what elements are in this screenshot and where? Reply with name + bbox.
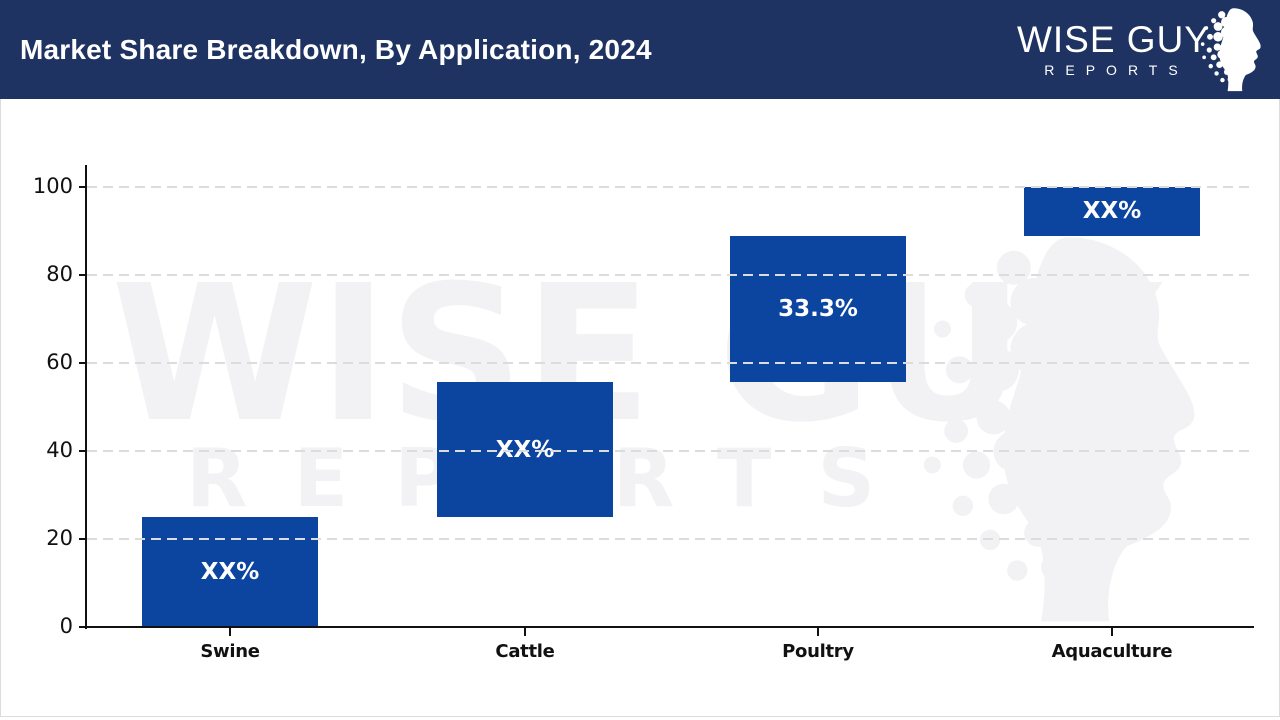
- y-tick: [79, 538, 87, 540]
- y-tick-label: 60: [46, 350, 73, 374]
- y-tick: [79, 274, 87, 276]
- x-tick-label: Poultry: [782, 641, 854, 662]
- y-tick: [79, 626, 87, 628]
- plot: XX% XX% 33.3% XX% 0 20 40 60 80 100 Swine Cattle Pou…: [1, 99, 1279, 716]
- x-tick: [817, 628, 819, 636]
- x-axis: [85, 626, 1254, 628]
- bar-value-label: XX%: [495, 436, 555, 463]
- gridline: [87, 186, 1254, 188]
- x-tick-label: Swine: [200, 641, 260, 662]
- y-axis: [85, 165, 87, 629]
- chart-area: WISE GUY REPORTS XX%XX%33.3%XX%020406080…: [0, 99, 1280, 717]
- x-tick-label: Cattle: [495, 641, 555, 662]
- gridline: [87, 450, 1254, 452]
- y-tick-label: 20: [46, 526, 73, 550]
- x-tick: [229, 628, 231, 636]
- x-tick-label: Aquaculture: [1051, 641, 1173, 662]
- bar: XX%: [142, 517, 318, 627]
- y-tick: [79, 186, 87, 188]
- y-tick-label: 0: [59, 614, 73, 638]
- logo-wordmark: WISE GUY: [1016, 19, 1210, 60]
- logo-wordmark-block: WISE GUY REPORTS: [1017, 21, 1210, 78]
- y-tick: [79, 362, 87, 364]
- bar: 33.3%: [730, 235, 906, 383]
- x-tick: [1111, 628, 1113, 636]
- x-tick: [524, 628, 526, 636]
- bar: XX%: [437, 382, 613, 517]
- header-bar: Market Share Breakdown, By Application, …: [0, 0, 1280, 99]
- y-tick-label: 40: [46, 438, 73, 462]
- logo-subtitle: REPORTS: [1044, 62, 1189, 78]
- y-tick-label: 100: [32, 174, 73, 198]
- gridline: [87, 362, 1254, 364]
- bar-value-label: XX%: [200, 559, 260, 585]
- brand-logo: WISE GUY REPORTS: [1017, 6, 1270, 94]
- y-tick: [79, 450, 87, 452]
- gridline: [87, 538, 1254, 540]
- gridline: [87, 274, 1254, 276]
- bar-value-label: XX%: [1082, 198, 1142, 225]
- chart-title: Market Share Breakdown, By Application, …: [20, 33, 652, 65]
- y-tick-label: 80: [46, 262, 73, 286]
- bar-value-label: 33.3%: [778, 296, 858, 323]
- bar: XX%: [1024, 187, 1200, 236]
